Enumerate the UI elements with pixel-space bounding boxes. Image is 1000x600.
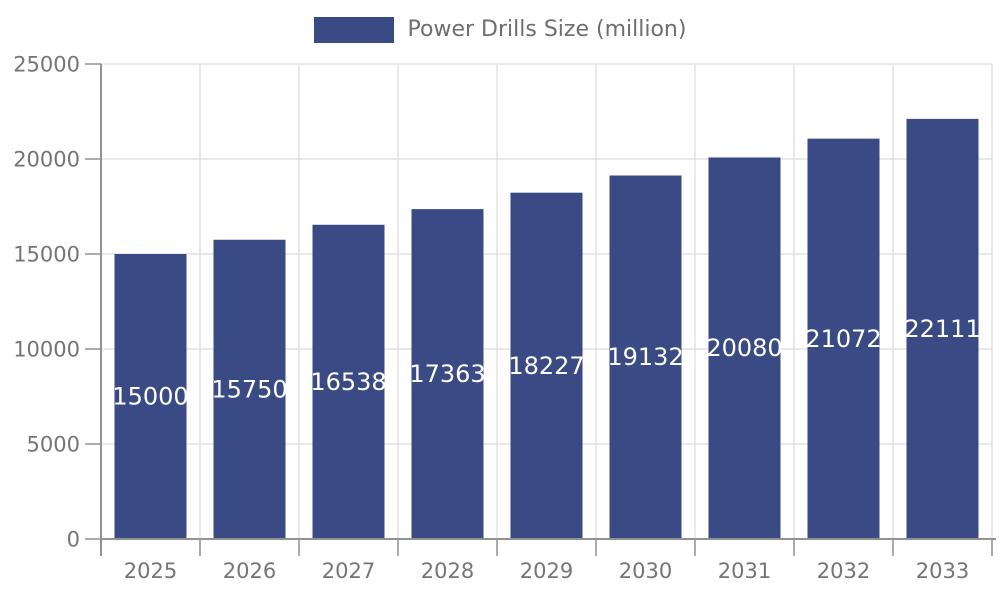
y-tick-label: 0 (67, 528, 80, 552)
x-tick-label: 2027 (322, 559, 375, 583)
bar-2028[interactable] (411, 209, 484, 539)
bar-2025[interactable] (114, 254, 187, 539)
bar-2030[interactable] (609, 175, 682, 539)
x-tick-label: 2033 (916, 559, 969, 583)
legend-swatch (313, 17, 394, 43)
bar-2026[interactable] (213, 239, 286, 539)
bar-value-label: 19132 (607, 343, 683, 371)
bar-value-label: 15000 (112, 383, 188, 411)
x-tick-label: 2031 (718, 559, 771, 583)
bar-2031[interactable] (708, 157, 781, 540)
x-tick-label: 2032 (817, 559, 870, 583)
bar-value-label: 16538 (310, 368, 386, 396)
y-tick-label: 20000 (13, 148, 80, 172)
bar-value-label: 22111 (904, 315, 980, 343)
bar-value-label: 21072 (805, 325, 881, 353)
bar-value-label: 20080 (706, 334, 782, 362)
y-tick-label: 25000 (13, 53, 80, 77)
bar-2033[interactable] (906, 118, 979, 540)
x-tick-label: 2030 (619, 559, 672, 583)
bar-value-label: 18227 (508, 352, 584, 380)
legend-label: Power Drills Size (million) (407, 17, 687, 42)
bar-2027[interactable] (312, 224, 385, 539)
bar-2029[interactable] (510, 192, 583, 539)
x-tick-label: 2029 (520, 559, 573, 583)
legend[interactable]: Power Drills Size (million) (0, 17, 1000, 43)
bar-value-label: 15750 (211, 375, 287, 403)
y-tick-label: 15000 (13, 243, 80, 267)
x-tick-label: 2025 (124, 559, 177, 583)
x-tick-label: 2026 (223, 559, 276, 583)
y-tick-label: 10000 (13, 338, 80, 362)
y-tick-label: 5000 (27, 433, 80, 457)
bar-2032[interactable] (807, 138, 880, 539)
x-tick-label: 2028 (421, 559, 474, 583)
bar-value-label: 17363 (409, 360, 485, 388)
